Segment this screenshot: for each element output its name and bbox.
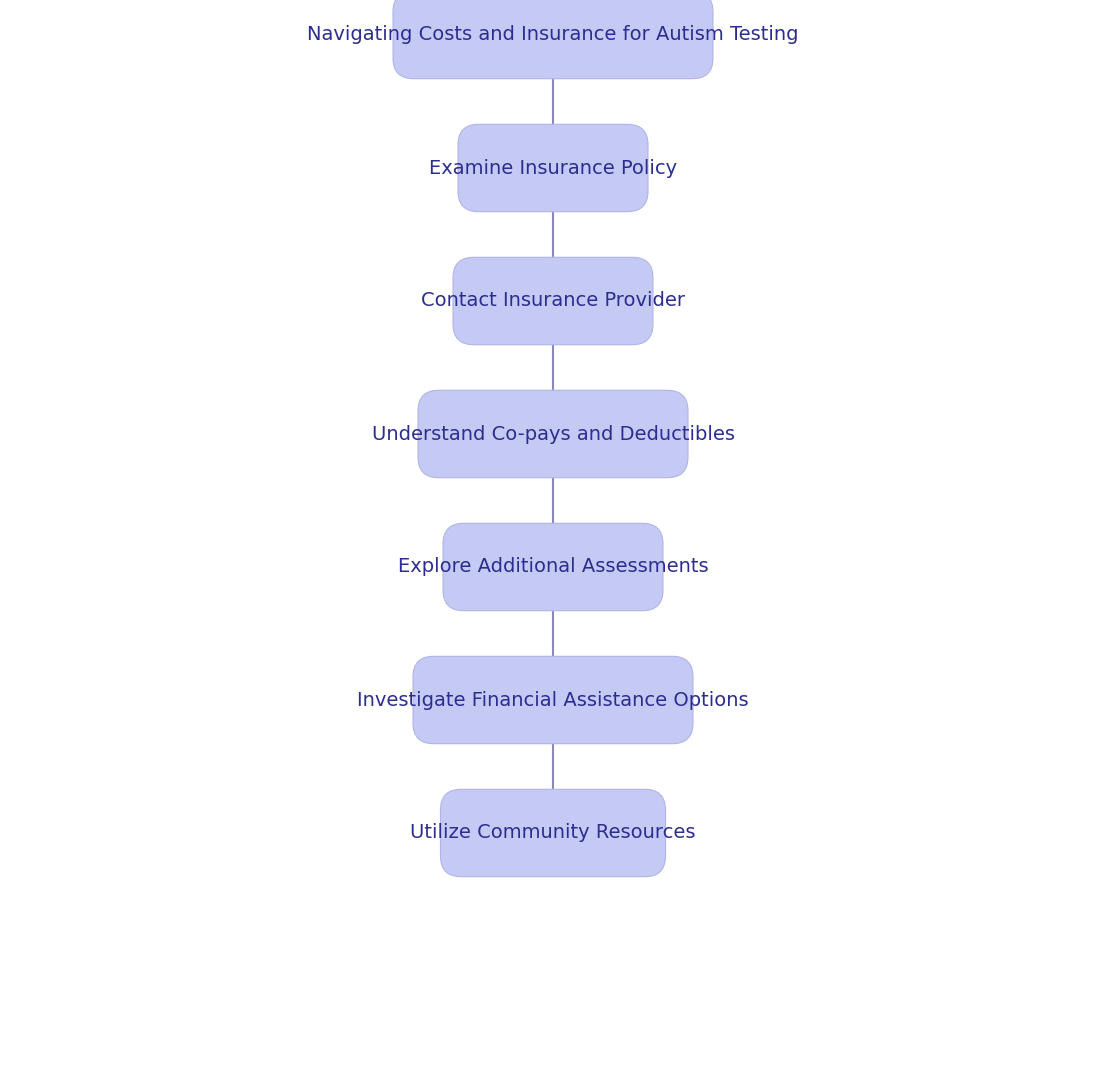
Text: Understand Co-pays and Deductibles: Understand Co-pays and Deductibles (372, 425, 735, 444)
Text: Navigating Costs and Insurance for Autism Testing: Navigating Costs and Insurance for Autis… (307, 26, 799, 44)
FancyBboxPatch shape (418, 390, 688, 478)
FancyBboxPatch shape (452, 258, 653, 344)
Text: Investigate Financial Assistance Options: Investigate Financial Assistance Options (357, 691, 749, 709)
Text: Examine Insurance Policy: Examine Insurance Policy (429, 158, 678, 178)
FancyBboxPatch shape (458, 125, 648, 211)
Text: Explore Additional Assessments: Explore Additional Assessments (398, 558, 708, 576)
FancyBboxPatch shape (444, 523, 663, 611)
Text: Contact Insurance Provider: Contact Insurance Provider (421, 291, 685, 311)
FancyBboxPatch shape (413, 656, 693, 744)
FancyBboxPatch shape (440, 790, 665, 877)
FancyBboxPatch shape (393, 0, 713, 79)
Text: Utilize Community Resources: Utilize Community Resources (410, 823, 696, 843)
